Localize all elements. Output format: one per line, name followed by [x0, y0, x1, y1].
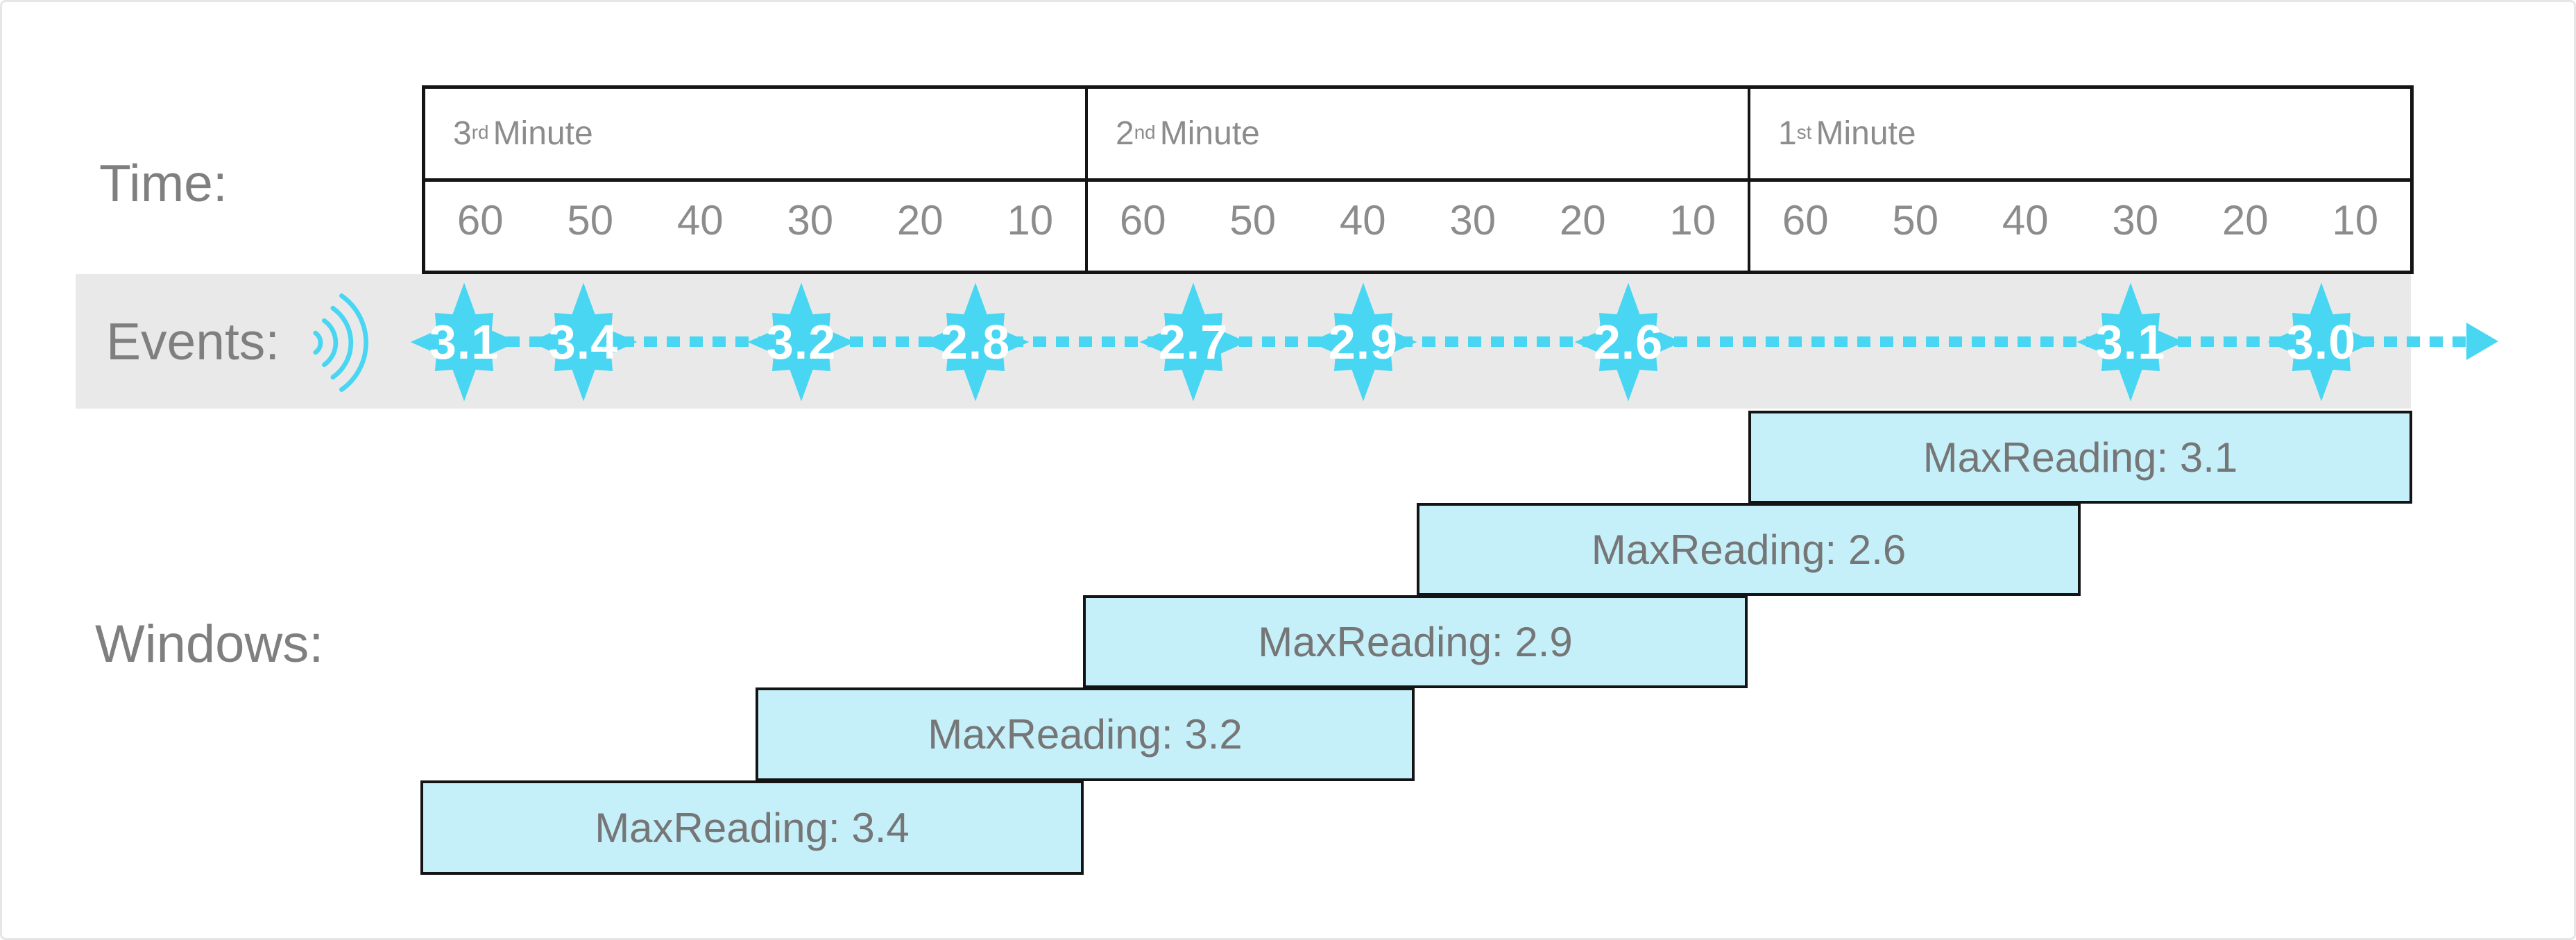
starburst-icon	[921, 282, 1030, 402]
starburst-icon	[529, 282, 638, 402]
window-bar: MaxReading: 3.4	[420, 780, 1084, 875]
sound-waves-icon	[313, 293, 368, 392]
event-value: 3.1	[2095, 315, 2166, 369]
event-value: 3.4	[548, 315, 619, 369]
window-bar-label: MaxReading: 2.9	[1258, 618, 1573, 665]
event-value: 3.1	[429, 315, 500, 369]
seconds-tick: 40	[1339, 196, 1386, 243]
event-starburst: 2.8	[913, 274, 1038, 410]
window-bar: MaxReading: 2.6	[1417, 503, 2081, 596]
stream-arrowhead-icon	[2466, 323, 2498, 360]
minute-ordinal: 2	[1116, 115, 1134, 152]
seconds-tick-row: 60 50 40 30 20 10	[1750, 182, 2410, 271]
minute-ordinal-suffix: st	[1796, 121, 1812, 144]
starburst-icon	[747, 282, 855, 402]
seconds-tick-row: 60 50 40 30 20 10	[1088, 182, 1748, 271]
window-bar: MaxReading: 3.1	[1748, 411, 2412, 504]
seconds-tick: 50	[1892, 196, 1939, 243]
seconds-tick: 20	[896, 196, 944, 243]
starburst-icon	[2076, 282, 2185, 402]
window-bar: MaxReading: 2.9	[1083, 595, 1748, 688]
seconds-tick: 50	[1229, 196, 1277, 243]
event-starburst: 2.7	[1131, 274, 1256, 410]
seconds-tick: 30	[787, 196, 834, 243]
event-value: 2.9	[1328, 315, 1399, 369]
starburst-icon	[2267, 282, 2375, 402]
minute-ordinal: 3	[453, 115, 472, 152]
starburst-icon	[1574, 282, 1682, 402]
starburst-icon	[1309, 282, 1417, 402]
event-starburst: 3.2	[739, 274, 864, 410]
window-bar-label: MaxReading: 3.4	[595, 804, 910, 851]
seconds-tick: 60	[1782, 196, 1829, 243]
starburst-icon	[1139, 282, 1247, 402]
minute-word: Minute	[493, 115, 593, 152]
window-bar-label: MaxReading: 3.1	[1922, 434, 2238, 481]
window-bar: MaxReading: 3.2	[756, 687, 1415, 781]
minute-ordinal-suffix: nd	[1134, 121, 1156, 144]
event-value: 2.7	[1158, 315, 1229, 369]
event-starburst: 3.1	[402, 274, 527, 410]
seconds-tick: 30	[2112, 196, 2159, 243]
seconds-tick-row: 60 50 40 30 20 10	[425, 182, 1085, 271]
event-starburst: 3.0	[2259, 274, 2384, 410]
seconds-tick: 60	[1119, 196, 1166, 243]
seconds-tick: 20	[1559, 196, 1606, 243]
event-value: 2.8	[940, 315, 1011, 369]
seconds-tick: 30	[1449, 196, 1496, 243]
seconds-tick: 10	[2332, 196, 2379, 243]
window-bar-label: MaxReading: 3.2	[928, 711, 1243, 758]
seconds-tick: 60	[457, 196, 504, 243]
seconds-tick: 40	[676, 196, 724, 243]
event-starburst: 3.1	[2068, 274, 2193, 410]
seconds-tick: 40	[2002, 196, 2049, 243]
event-starburst: 3.4	[521, 274, 646, 410]
event-value: 2.6	[1593, 315, 1664, 369]
minute-ordinal: 1	[1778, 115, 1797, 152]
window-bar-label: MaxReading: 2.6	[1591, 526, 1907, 573]
time-label: Time:	[99, 154, 228, 212]
starburst-icon	[410, 282, 518, 402]
minute-ordinal-suffix: rd	[471, 121, 489, 144]
seconds-tick: 10	[1007, 196, 1054, 243]
seconds-tick: 20	[2221, 196, 2269, 243]
event-starburst: 2.6	[1566, 274, 1691, 410]
minute-word: Minute	[1159, 115, 1260, 152]
seconds-tick: 50	[567, 196, 614, 243]
event-starburst: 2.9	[1301, 274, 1426, 410]
event-value: 3.2	[766, 315, 837, 369]
event-value: 3.0	[2286, 315, 2357, 369]
seconds-tick: 10	[1669, 196, 1716, 243]
minute-word: Minute	[1816, 115, 1916, 152]
windows-label: Windows:	[95, 615, 324, 674]
events-label: Events:	[106, 312, 280, 370]
